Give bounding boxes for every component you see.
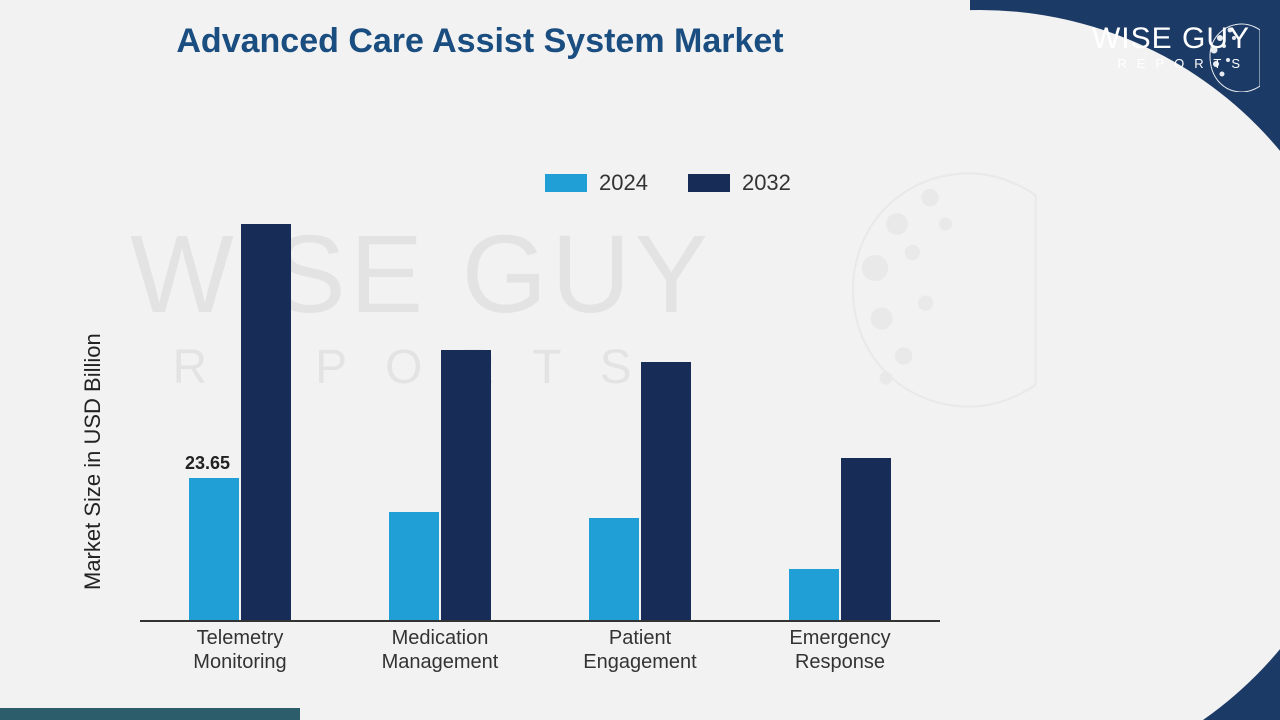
- legend-item: 2032: [688, 170, 791, 196]
- bar: [441, 350, 491, 620]
- bar: [389, 512, 439, 620]
- bar: [189, 478, 239, 620]
- legend-swatch: [545, 174, 587, 192]
- bar: [241, 224, 291, 620]
- chart-canvas: WISE GUY REPORTS WISE GUY REPORTS Advanc…: [0, 0, 1280, 720]
- y-axis-label: Market Size in USD Billion: [80, 333, 106, 590]
- brand-logo: WISE GUY REPORTS: [1092, 24, 1250, 71]
- bar-group: [375, 200, 505, 620]
- legend-swatch: [688, 174, 730, 192]
- plot-area: 23.65 TelemetryMonitoring MedicationManage…: [140, 200, 940, 680]
- x-axis-baseline: [140, 620, 940, 622]
- bar-value-label: 23.65: [185, 453, 230, 474]
- bar: [589, 518, 639, 620]
- bottom-accent-bar: [0, 708, 300, 720]
- bar: [641, 362, 691, 620]
- brand-head-icon: [1200, 20, 1260, 92]
- bar-group: 23.65: [175, 200, 305, 620]
- bar: [789, 569, 839, 620]
- bar-group: [775, 200, 905, 620]
- category-label: TelemetryMonitoring: [155, 626, 325, 674]
- legend-label: 2032: [742, 170, 791, 196]
- bar-group: [575, 200, 705, 620]
- category-label: MedicationManagement: [355, 626, 525, 674]
- legend: 2024 2032: [545, 170, 791, 196]
- legend-item: 2024: [545, 170, 648, 196]
- chart-title: Advanced Care Assist System Market: [0, 22, 960, 61]
- category-label: PatientEngagement: [555, 626, 725, 674]
- legend-label: 2024: [599, 170, 648, 196]
- category-label: EmergencyResponse: [755, 626, 925, 674]
- bar: [841, 458, 891, 620]
